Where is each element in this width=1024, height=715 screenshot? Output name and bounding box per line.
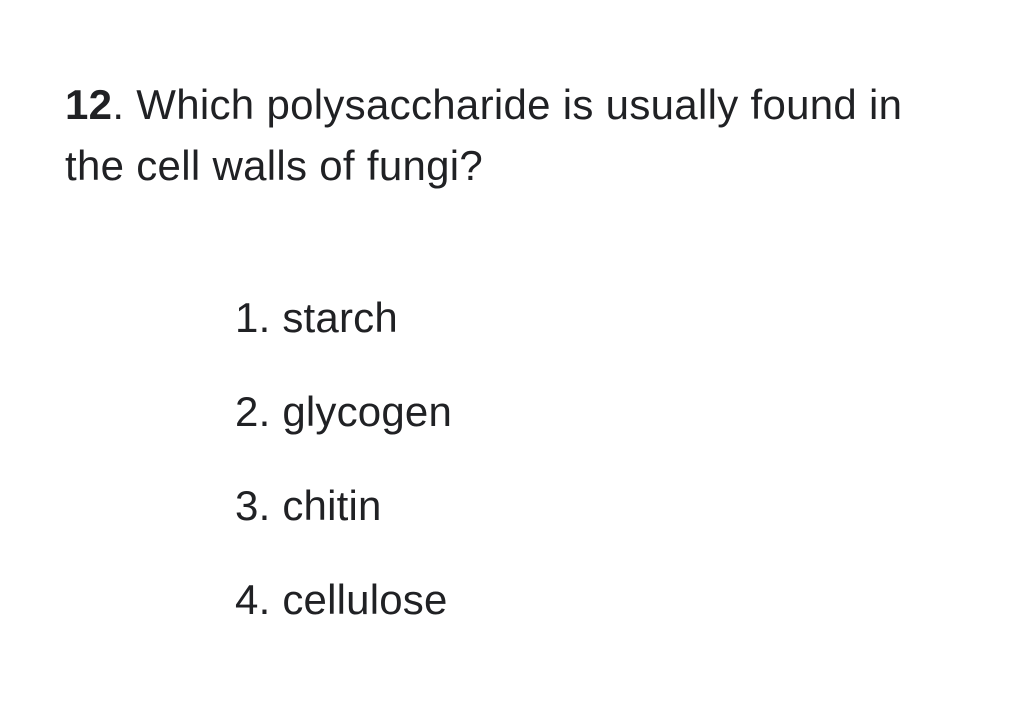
question-block: 12. Which polysaccharide is usually foun… xyxy=(65,75,959,197)
option-item[interactable]: 2. glycogen xyxy=(235,391,959,433)
option-index: 4 xyxy=(235,576,259,623)
question-number: 12 xyxy=(65,81,112,128)
option-separator: . xyxy=(259,388,283,435)
option-item[interactable]: 3. chitin xyxy=(235,485,959,527)
question-text: Which polysaccharide is usually found in… xyxy=(65,81,902,189)
option-label: glycogen xyxy=(282,388,452,435)
option-separator: . xyxy=(259,576,283,623)
option-label: cellulose xyxy=(282,576,447,623)
option-separator: . xyxy=(259,294,283,341)
option-item[interactable]: 1. starch xyxy=(235,297,959,339)
option-label: starch xyxy=(282,294,398,341)
option-index: 3 xyxy=(235,482,259,529)
option-item[interactable]: 4. cellulose xyxy=(235,579,959,621)
option-separator: . xyxy=(259,482,283,529)
question-number-separator: . xyxy=(112,81,136,128)
option-index: 2 xyxy=(235,388,259,435)
option-label: chitin xyxy=(282,482,381,529)
option-index: 1 xyxy=(235,294,259,341)
options-list: 1. starch 2. glycogen 3. chitin 4. cellu… xyxy=(65,297,959,621)
